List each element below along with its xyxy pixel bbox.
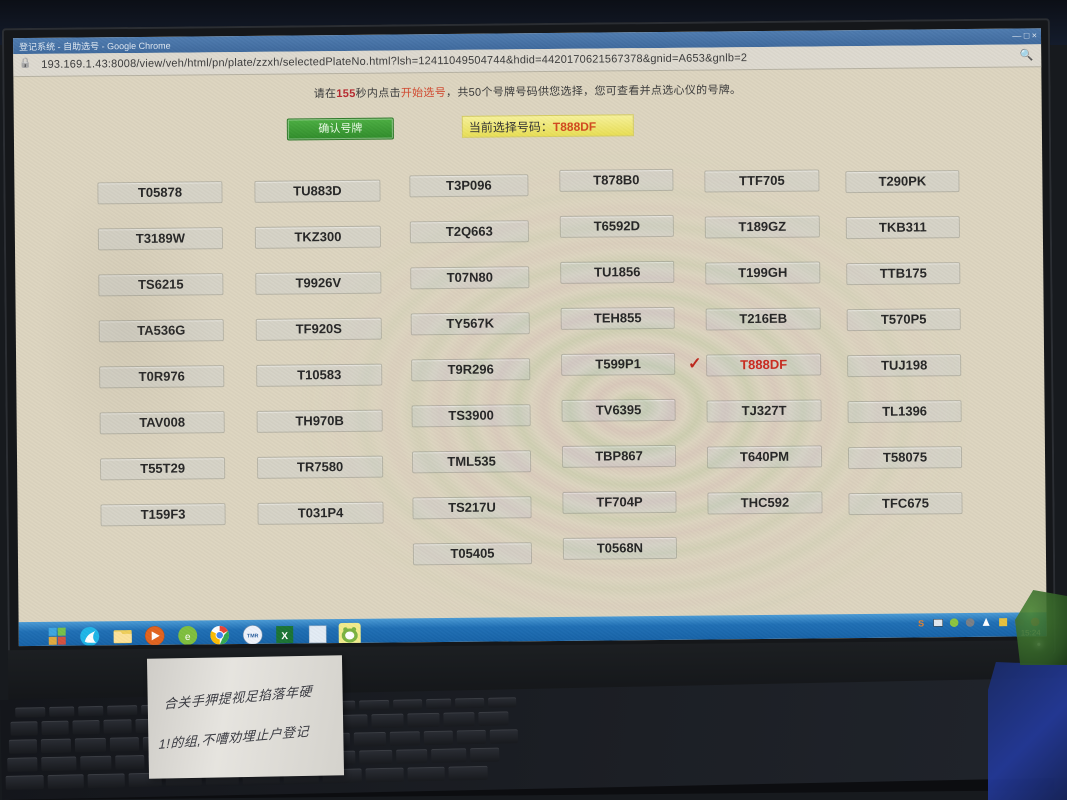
svg-text:S: S bbox=[918, 618, 924, 628]
svg-text:e: e bbox=[185, 632, 191, 643]
svg-text:X: X bbox=[282, 631, 289, 642]
svg-text:TMR: TMR bbox=[247, 633, 259, 639]
